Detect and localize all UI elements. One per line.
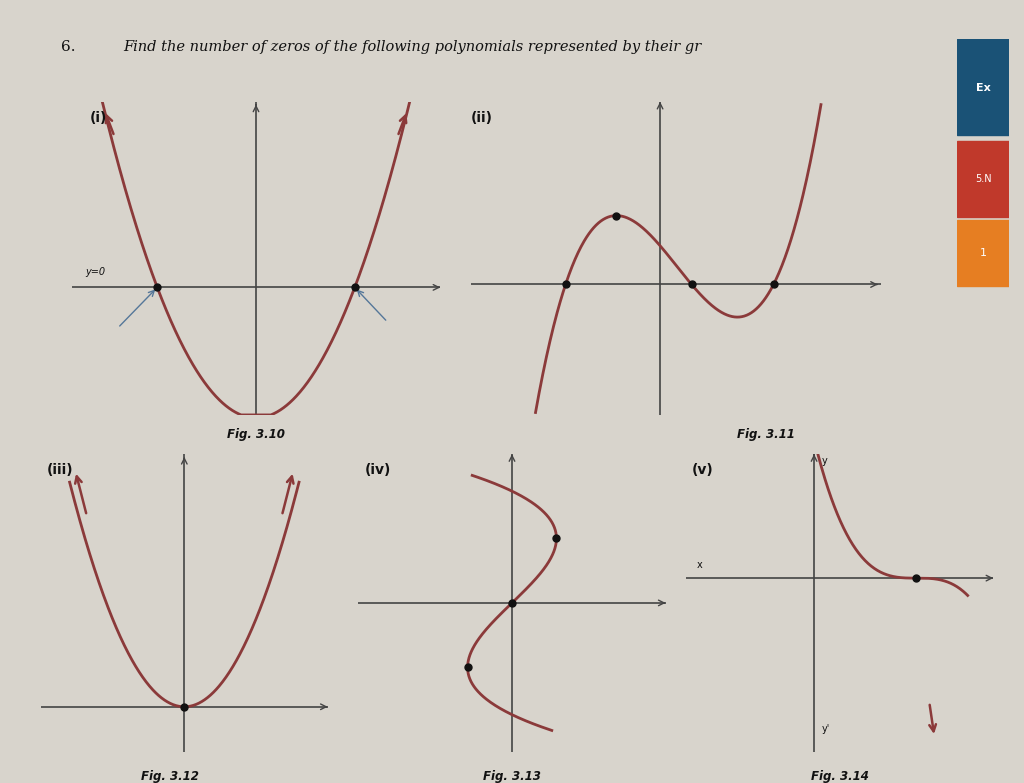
Text: (ii): (ii) [471,111,493,125]
Text: Fig. 3.12: Fig. 3.12 [141,770,199,782]
Text: y=0: y=0 [85,267,105,276]
Text: (iv): (iv) [365,463,391,477]
Text: (i): (i) [90,111,108,125]
Text: Fig. 3.10: Fig. 3.10 [227,428,285,441]
Text: x: x [696,560,702,570]
Text: Fig. 3.11: Fig. 3.11 [737,428,795,441]
Bar [957,39,1009,135]
Text: Fig. 3.14: Fig. 3.14 [811,770,868,782]
Text: y: y [821,456,827,466]
Text: 1: 1 [980,248,986,258]
Text: y': y' [821,723,830,734]
Text: (v): (v) [692,463,714,477]
Text: Find the number of zeros of the following polynomials represented by their gr: Find the number of zeros of the followin… [123,40,701,54]
Text: (iii): (iii) [47,463,74,477]
Text: 5.N: 5.N [975,174,991,184]
Text: Ex: Ex [976,84,990,93]
Text: 6.: 6. [61,40,76,54]
Text: Fig. 3.13: Fig. 3.13 [483,770,541,782]
Bar [957,220,1009,286]
Bar [957,140,1009,217]
